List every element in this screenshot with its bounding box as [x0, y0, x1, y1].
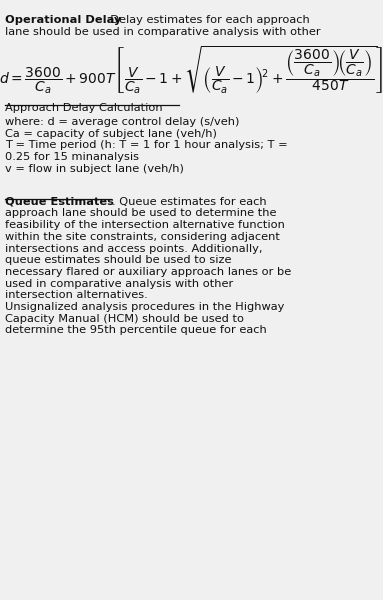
Text: queue estimates should be used to size: queue estimates should be used to size — [5, 255, 231, 265]
Text: Ca = capacity of subject lane (veh/h): Ca = capacity of subject lane (veh/h) — [5, 128, 217, 139]
Text: $d = \dfrac{3600}{C_a} + 900T\left[\dfrac{V}{C_a} - 1 + \sqrt{\left(\dfrac{V}{C_: $d = \dfrac{3600}{C_a} + 900T\left[\dfra… — [0, 44, 383, 96]
Text: Capacity Manual (HCM) should be used to: Capacity Manual (HCM) should be used to — [5, 314, 244, 324]
Text: where: d = average control delay (s/veh): where: d = average control delay (s/veh) — [5, 117, 239, 127]
Text: intersection alternatives.: intersection alternatives. — [5, 290, 148, 301]
Text: within the site constraints, considering adjacent: within the site constraints, considering… — [5, 232, 280, 242]
Text: determine the 95th percentile queue for each: determine the 95th percentile queue for … — [5, 325, 267, 335]
Text: lane should be used in comparative analysis with other: lane should be used in comparative analy… — [5, 26, 321, 37]
Text: approach lane should be used to determine the: approach lane should be used to determin… — [5, 208, 277, 218]
Text: v = flow in subject lane (veh/h): v = flow in subject lane (veh/h) — [5, 164, 184, 174]
Text: necessary flared or auxiliary approach lanes or be: necessary flared or auxiliary approach l… — [5, 267, 291, 277]
Text: 0.25 for 15 minanalysis: 0.25 for 15 minanalysis — [5, 152, 139, 162]
Text: . Delay estimates for each approach: . Delay estimates for each approach — [103, 15, 309, 25]
Text: Unsignalized analysis procedures in the Highway: Unsignalized analysis procedures in the … — [5, 302, 284, 312]
Text: intersections and access points. Additionally,: intersections and access points. Additio… — [5, 244, 262, 254]
Text: Approach Delay Calculation: Approach Delay Calculation — [5, 103, 163, 113]
Text: . Queue estimates for each: . Queue estimates for each — [112, 197, 267, 207]
Text: Operational Delay: Operational Delay — [5, 15, 121, 25]
Text: Queue Estimates: Queue Estimates — [5, 197, 114, 207]
Text: used in comparative analysis with other: used in comparative analysis with other — [5, 278, 233, 289]
Text: feasibility of the intersection alternative function: feasibility of the intersection alternat… — [5, 220, 285, 230]
Text: T = Time period (h: T = 1 for 1 hour analysis; T =: T = Time period (h: T = 1 for 1 hour ana… — [5, 140, 288, 151]
